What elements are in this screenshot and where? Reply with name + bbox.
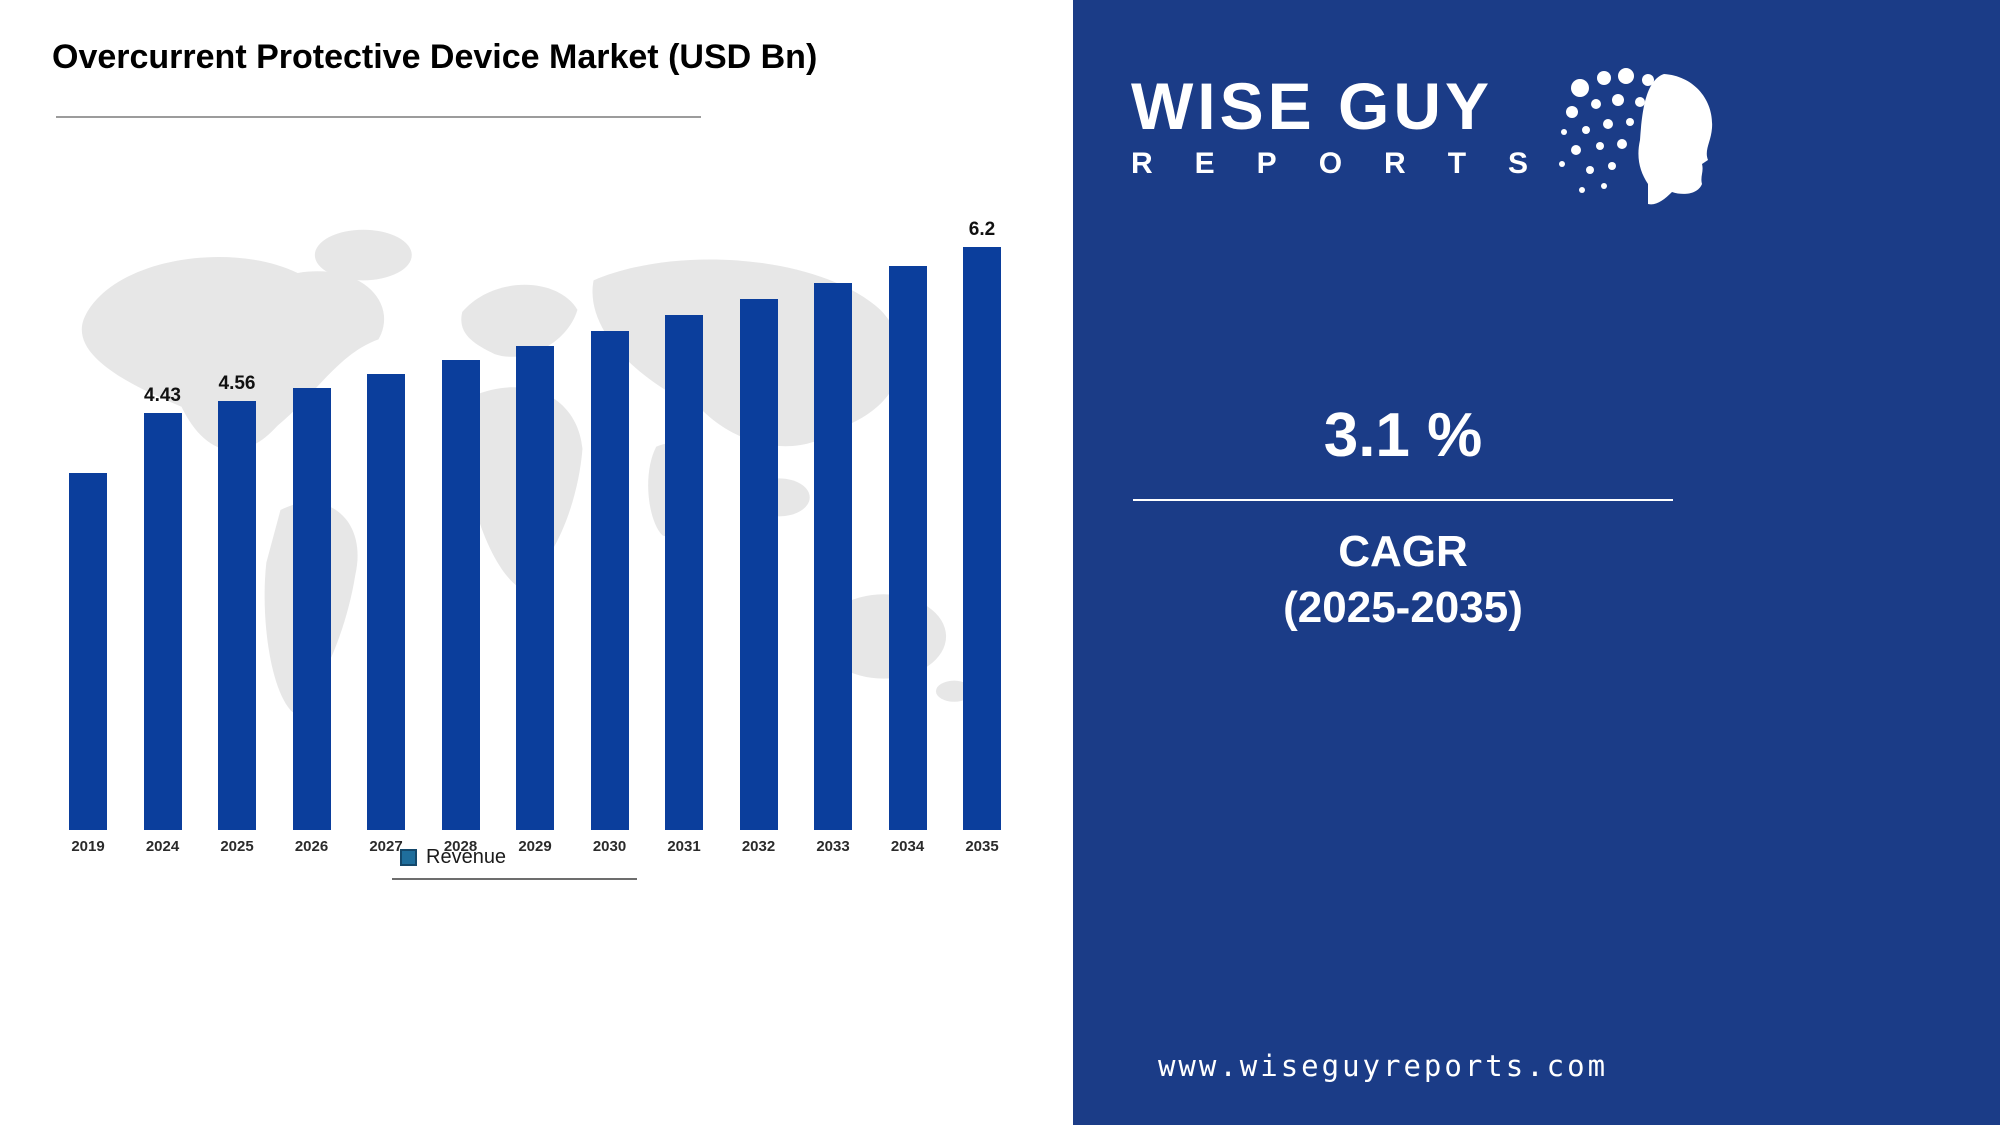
legend-underline <box>392 878 637 880</box>
cagr-value: 3.1 % <box>1323 401 1483 470</box>
cagr-divider <box>1133 499 1673 501</box>
bar-2033[interactable] <box>814 282 852 830</box>
title-divider <box>56 116 701 118</box>
brand-panel: WISE GUY R E P O R T S <box>1073 0 2000 1125</box>
bar-2032[interactable] <box>739 298 778 830</box>
bar-slot: 2019 <box>55 200 121 855</box>
bar-slot: 2034 <box>875 200 941 855</box>
x-tick-label: 2034 <box>890 838 925 855</box>
page-title: Overcurrent Protective Device Market (US… <box>52 38 818 76</box>
x-tick-label: 2025 <box>220 838 254 855</box>
x-tick-label: 2031 <box>667 838 701 855</box>
bar-2034[interactable] <box>888 265 927 830</box>
x-tick-label: 2019 <box>71 838 105 855</box>
logo-text: WISE GUY R E P O R T S <box>1131 69 1547 181</box>
legend-label-revenue: Revenue <box>426 846 507 868</box>
bar-2024[interactable] <box>143 413 182 830</box>
bar-slot: 2026 <box>279 200 345 855</box>
bar-slot: 2028 <box>428 200 494 855</box>
bar-2028[interactable] <box>441 359 480 830</box>
bar-slot: 2033 <box>800 200 866 855</box>
bar-slot: 2032 <box>726 200 792 855</box>
x-tick-label: 2035 <box>965 838 999 855</box>
bar-2019[interactable] <box>69 472 107 830</box>
bar-2031[interactable] <box>665 314 703 830</box>
cagr-period: (2025-2035) <box>1283 583 1523 632</box>
bar-value-label: 6.2 <box>968 219 996 241</box>
x-tick-label: 2033 <box>816 838 850 855</box>
cagr-block: 3.1 % CAGR (2025-2035) <box>1113 400 1693 633</box>
bar-value-label: 4.43 <box>144 385 181 407</box>
x-tick-label: 2029 <box>518 838 552 855</box>
x-tick-label: 2026 <box>294 838 329 855</box>
x-tick-label: 2030 <box>592 838 627 855</box>
cagr-label: CAGR <box>1338 527 1468 576</box>
bar-2035[interactable] <box>963 247 1001 830</box>
bar-slot: 2031 <box>651 200 717 855</box>
logo-line2: R E P O R T S <box>1131 147 1547 181</box>
x-tick-label: 2032 <box>741 838 776 855</box>
x-tick-label: 2028 <box>443 838 478 855</box>
x-tick-label: 2024 <box>145 838 180 855</box>
bar-2030[interactable] <box>590 330 629 830</box>
x-tick-label: 2027 <box>369 838 403 855</box>
chart-legend[interactable]: Revenue <box>400 846 506 869</box>
bar-value-label: 4.56 <box>218 373 256 395</box>
dotted-head-icon <box>1559 68 1713 205</box>
bar-slot: 4.43 2024 <box>130 200 196 855</box>
bar-slot: 2029 <box>502 200 568 855</box>
website-url[interactable]: www.wiseguyreports.com <box>1157 1049 1609 1083</box>
bar-2027[interactable] <box>367 373 405 830</box>
legend-swatch-revenue <box>400 849 417 866</box>
bar-slot: 2027 <box>353 200 419 855</box>
bar-2029[interactable] <box>516 345 554 830</box>
bar-2025[interactable] <box>218 401 256 830</box>
chart-pane: Overcurrent Protective Device Market (US… <box>52 38 1015 880</box>
bar-slot: 6.2 2035 <box>949 200 1015 855</box>
bar-2026[interactable] <box>292 388 331 830</box>
brand-column: WISE GUY R E P O R T S <box>1073 0 1723 1125</box>
logo-line1: WISE GUY <box>1131 69 1494 143</box>
bar-slot: 4.56 2025 <box>204 200 270 855</box>
bar-slot: 2030 <box>577 200 643 855</box>
bar-chart: 2019 4.43 2024 4.56 2025 2026 2027 2028 2029 2030… <box>55 200 1015 855</box>
wise-guy-reports-logo: WISE GUY R E P O R T S <box>1131 68 1722 216</box>
